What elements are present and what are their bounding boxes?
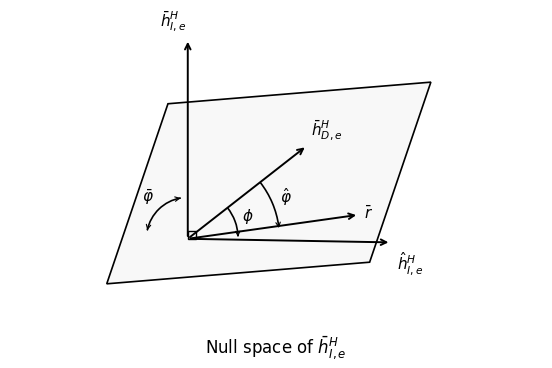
Text: $\hat{h}_{I,e}^{H}$: $\hat{h}_{I,e}^{H}$ [397, 251, 423, 279]
Text: Null space of $\bar{h}_{I,e}^{H}$: Null space of $\bar{h}_{I,e}^{H}$ [205, 335, 347, 362]
Text: $\bar{\varphi}$: $\bar{\varphi}$ [142, 188, 153, 207]
Text: $\bar{h}_{I,e}^{H}$: $\bar{h}_{I,e}^{H}$ [160, 9, 187, 33]
Text: $\bar{h}_{D,e}^{H}$: $\bar{h}_{D,e}^{H}$ [311, 118, 343, 143]
Polygon shape [107, 82, 431, 284]
Text: $\bar{r}$: $\bar{r}$ [364, 204, 373, 222]
Text: $\phi$: $\phi$ [242, 207, 253, 226]
Text: $\hat{\varphi}$: $\hat{\varphi}$ [280, 186, 291, 208]
